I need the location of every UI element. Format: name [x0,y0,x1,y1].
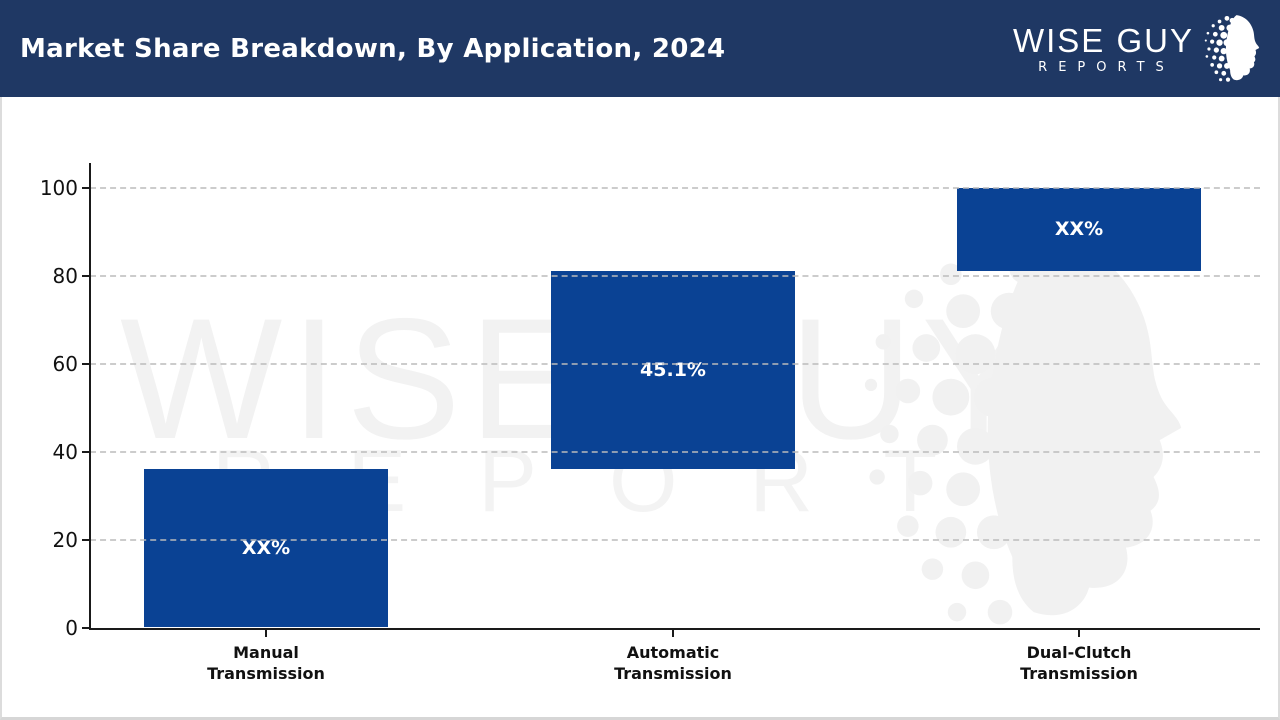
y-tick-label: 80 [52,263,78,288]
y-tick-mark [82,186,90,189]
wise-guy-reports-logo: WISE GUY REPORTS [1013,12,1260,86]
y-tick-label: 0 [65,615,78,640]
page-title: Market Share Breakdown, By Application, … [20,33,726,64]
x-tick-mark [265,630,267,637]
gridline [90,186,1260,189]
gridline [90,274,1260,277]
gridline [90,538,1260,541]
logo-text: WISE GUY REPORTS [1013,24,1194,74]
y-tick-mark [82,274,90,277]
bar-value-label: XX% [241,537,291,560]
y-tick-mark [82,362,90,365]
x-axis-spine [88,627,1260,630]
y-tick-label: 60 [52,351,78,376]
y-tick-label: 40 [52,439,78,464]
bar-segment: XX% [957,187,1201,271]
bar-segment: 45.1% [551,270,795,470]
y-tick-label: 20 [52,527,78,552]
x-tick-mark [672,630,674,637]
x-tick-label: Dual-Clutch Transmission [1020,642,1138,684]
y-axis-spine [88,163,91,629]
x-tick-label: Automatic Transmission [614,642,732,684]
x-tick-label: Manual Transmission [207,642,325,684]
watermark-dotted-head-icon [864,237,1182,625]
gridline [90,450,1260,453]
logo-primary-text: WISE GUY [1012,21,1194,59]
dotted-head-logo-icon [1204,14,1260,82]
y-tick-mark [82,626,90,629]
header: Market Share Breakdown, By Application, … [0,0,1280,97]
y-tick-mark [82,538,90,541]
logo-secondary-text: REPORTS [1038,59,1175,75]
bar-segment: XX% [144,469,388,628]
y-tick-mark [82,450,90,453]
chart-region: WISE GUY REPORTS XX% 45.1% XX% 0 20 40 60 80 100… [0,97,1280,720]
x-tick-mark [1078,630,1080,637]
bar-value-label: XX% [1054,218,1104,241]
gridline [90,362,1260,365]
y-tick-label: 100 [39,175,78,200]
